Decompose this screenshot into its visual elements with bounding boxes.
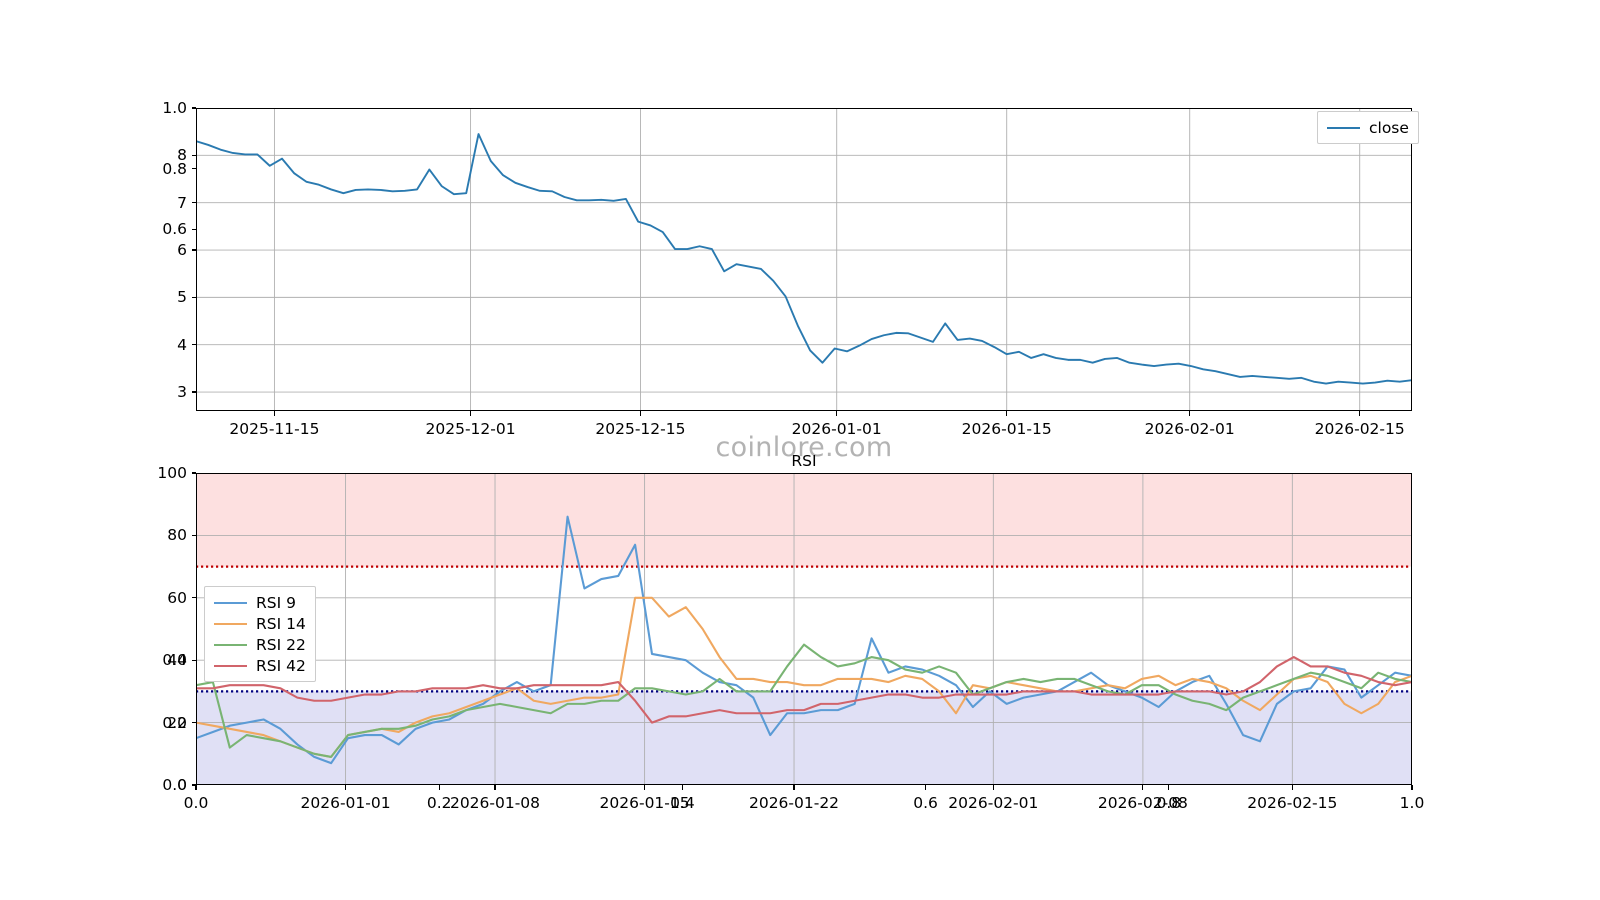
legend-entry: close <box>1327 117 1409 138</box>
price-y-tick-label: 8 <box>177 146 187 165</box>
tick-mark <box>643 785 646 790</box>
price-y-overlay-tick-label: 0.6 <box>162 220 187 239</box>
tick-mark <box>191 534 196 536</box>
tick-mark <box>273 411 276 416</box>
rsi-y-tick-label: 60 <box>167 588 187 607</box>
rsi-legend: RSI 9 RSI 14 RSI 22 RSI 42 <box>204 586 316 682</box>
legend-entry: RSI 42 <box>214 655 306 676</box>
tick-mark <box>191 344 196 346</box>
tick-mark <box>191 168 196 170</box>
price-x-tick-label: 2026-02-15 <box>1314 420 1405 438</box>
price-chart-panel <box>196 108 1412 411</box>
rsi-x-tick-label: 2026-01-08 <box>449 794 541 812</box>
tick-mark <box>1291 785 1293 790</box>
tick-mark <box>1168 785 1170 790</box>
rsi-y-tick-label: 80 <box>167 526 187 545</box>
legend-line-swatch <box>214 664 247 667</box>
tick-mark <box>191 472 196 474</box>
tick-mark <box>191 659 196 661</box>
tick-mark <box>469 411 472 416</box>
legend-label: RSI 14 <box>256 614 306 633</box>
price-y-tick-label: 4 <box>177 335 187 354</box>
tick-mark <box>639 411 642 416</box>
tick-mark <box>191 249 196 251</box>
legend-label: RSI 9 <box>256 593 296 612</box>
rsi-panel-title: RSI <box>791 452 817 470</box>
tick-mark <box>191 391 196 393</box>
tick-mark <box>344 785 347 790</box>
rsi-x-overlay-tick-label: 0.0 <box>183 794 209 812</box>
price-plot-area <box>196 108 1412 411</box>
price-y-tick-label: 7 <box>177 193 187 212</box>
price-y-tick-label: 3 <box>177 383 187 402</box>
price-x-tick-label: 2026-02-01 <box>1144 420 1235 438</box>
tick-mark <box>191 202 196 204</box>
rsi-x-tick-label: 2026-02-08 <box>1097 794 1188 812</box>
tick-mark <box>195 785 197 790</box>
price-y-tick-label: 6 <box>177 241 187 260</box>
price-x-tick-label: 2026-01-15 <box>961 420 1052 438</box>
tick-mark <box>1359 411 1361 416</box>
tick-mark <box>1142 785 1144 790</box>
tick-mark <box>191 154 196 156</box>
tick-mark <box>191 107 196 109</box>
rsi-y-overlay-tick-label: 0.0 <box>162 776 187 794</box>
watermark: coinlore.com <box>715 432 893 463</box>
tick-mark <box>1006 411 1008 416</box>
rsi-y-tick-label: 20 <box>167 713 187 732</box>
legend-label: close <box>1369 118 1409 137</box>
rsi-x-tick-label: 2026-02-15 <box>1247 794 1338 812</box>
rsi-x-overlay-tick-label: 0.6 <box>913 794 938 812</box>
rsi-x-overlay-tick-label: 0.4 <box>670 794 695 812</box>
rsi-chart-panel <box>196 473 1412 785</box>
rsi-plot-area <box>196 473 1412 785</box>
rsi-y-tick-label: 0 <box>177 776 187 794</box>
tick-mark <box>191 228 196 230</box>
price-x-tick-label: 2025-12-01 <box>425 420 516 438</box>
legend-entry: RSI 9 <box>214 592 306 613</box>
tick-mark <box>191 784 196 786</box>
legend-line-swatch <box>214 622 247 625</box>
tick-mark <box>191 296 196 298</box>
price-legend: close <box>1317 111 1419 144</box>
tick-mark <box>191 722 196 724</box>
tick-mark <box>1411 785 1413 790</box>
price-y-overlay-tick-label: 1.0 <box>162 99 187 117</box>
rsi-x-tick-label: 2026-01-01 <box>300 794 391 812</box>
rsi-x-overlay-tick-label: 0.8 <box>1156 794 1182 812</box>
rsi-x-tick-label: 2026-02-01 <box>948 794 1039 812</box>
price-y-overlay-tick-label: 0.8 <box>162 159 187 178</box>
rsi-y-overlay-tick-label: 0.4 <box>162 651 187 670</box>
tick-mark <box>1189 411 1191 416</box>
rsi-y-tick-label: 40 <box>167 651 187 670</box>
legend-line-swatch <box>214 601 247 604</box>
legend-entry: RSI 14 <box>214 613 306 634</box>
legend-entry: RSI 22 <box>214 634 306 655</box>
price-x-tick-label: 2026-01-01 <box>791 420 882 438</box>
rsi-x-tick-label: 2026-01-22 <box>748 794 840 812</box>
rsi-y-tick-label: 100 <box>157 464 187 482</box>
tick-mark <box>992 785 994 790</box>
rsi-x-tick-label: 2026-01-15 <box>599 794 690 812</box>
legend-label: RSI 42 <box>256 656 306 675</box>
tick-mark <box>494 785 496 790</box>
tick-mark <box>793 785 795 790</box>
tick-mark <box>925 785 927 790</box>
tick-mark <box>681 785 683 790</box>
tick-mark <box>836 411 838 416</box>
tick-mark <box>191 597 196 599</box>
price-y-tick-label: 5 <box>177 288 187 307</box>
price-x-tick-label: 2025-12-15 <box>595 420 686 438</box>
price-x-tick-label: 2025-11-15 <box>229 420 320 438</box>
legend-line-swatch <box>1327 126 1360 129</box>
rsi-x-overlay-tick-label: 0.2 <box>426 794 452 812</box>
rsi-x-overlay-tick-label: 1.0 <box>1399 794 1425 812</box>
rsi-y-overlay-tick-label: 0.2 <box>162 713 187 732</box>
tick-mark <box>438 785 440 790</box>
legend-line-swatch <box>214 643 247 646</box>
legend-label: RSI 22 <box>256 635 306 654</box>
